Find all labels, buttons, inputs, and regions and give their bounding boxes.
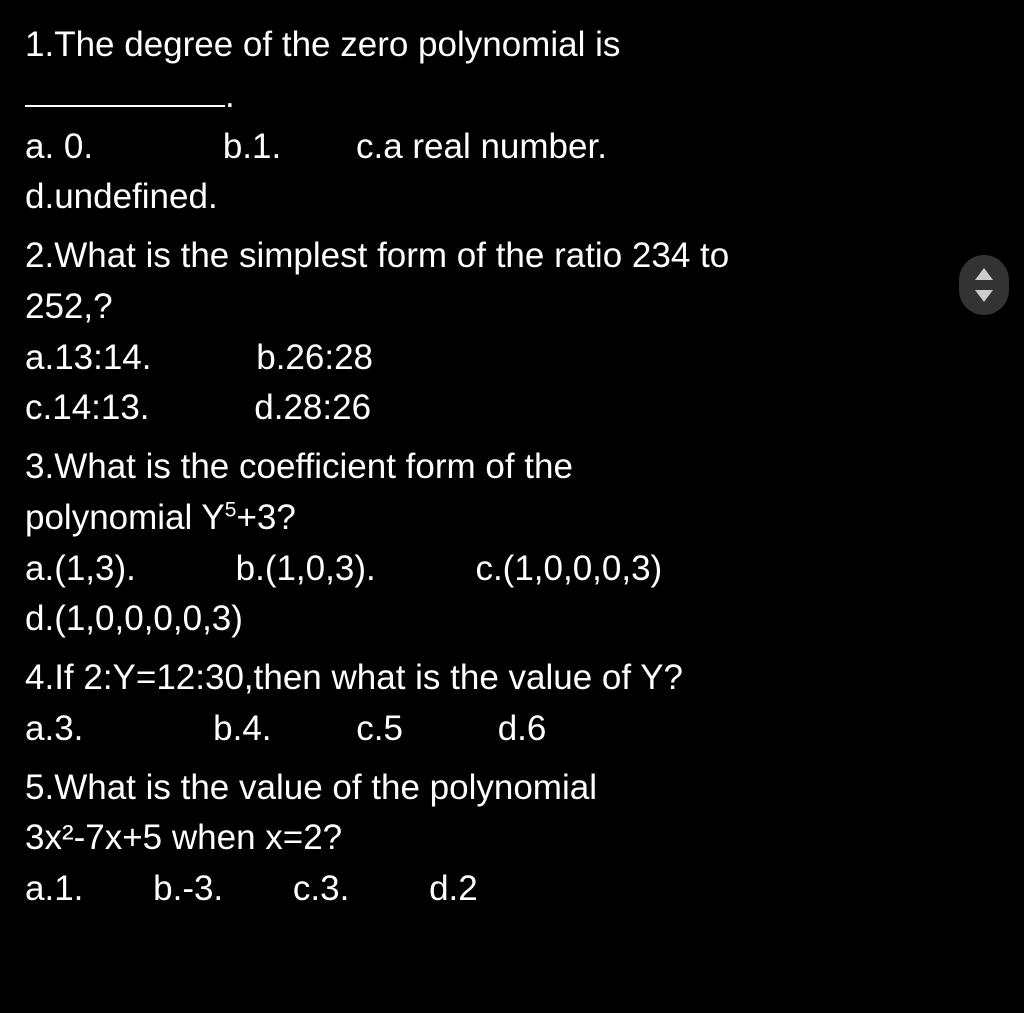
- option-5b: b.-3.: [153, 864, 223, 915]
- question-5-text-line1: 5.What is the value of the polynomial: [25, 763, 999, 814]
- question-4-options: a.3. b.4. c.5 d.6: [25, 704, 999, 755]
- option-1a: a. 0.: [25, 122, 93, 173]
- option-1b: b.1.: [223, 122, 281, 173]
- question-4-text: 4.If 2:Y=12:30,then what is the value of…: [25, 653, 999, 704]
- blank-suffix: .: [225, 76, 235, 115]
- option-3a: a.(1,3).: [25, 544, 136, 595]
- option-2a: a.13:14.: [25, 333, 152, 384]
- question-3-options-row1: a.(1,3). b.(1,0,3). c.(1,0,0,0,3): [25, 544, 999, 595]
- question-2-text-line2: 252,?: [25, 282, 999, 333]
- q3-line2-post: +3?: [236, 498, 295, 537]
- option-4c: c.5: [356, 704, 403, 755]
- option-1d: d.undefined.: [25, 177, 218, 216]
- option-5d: d.2: [429, 869, 478, 908]
- question-1-options-row2: d.undefined.: [25, 172, 999, 223]
- question-1-blank-row: .: [25, 71, 999, 122]
- scroll-down-icon[interactable]: [975, 290, 993, 302]
- q3-line2-pre: polynomial Y: [25, 498, 225, 537]
- question-1-text: 1.The degree of the zero polynomial is: [25, 20, 999, 71]
- option-5a: a.1.: [25, 864, 83, 915]
- question-5: 5.What is the value of the polynomial 3x…: [25, 763, 999, 915]
- question-3-text-line1: 3.What is the coefficient form of the: [25, 442, 999, 493]
- option-3d: d.(1,0,0,0,0,3): [25, 599, 243, 638]
- question-3-options-row2: d.(1,0,0,0,0,3): [25, 594, 999, 645]
- scroll-up-icon[interactable]: [975, 268, 993, 280]
- option-3c: c.(1,0,0,0,3): [475, 549, 662, 588]
- option-4d: d.6: [498, 709, 547, 748]
- question-5-options: a.1. b.-3. c.3. d.2: [25, 864, 999, 915]
- question-1: 1.The degree of the zero polynomial is .…: [25, 20, 999, 223]
- option-2d: d.28:26: [254, 388, 371, 427]
- blank-line: [25, 77, 225, 107]
- question-1-options-row1: a. 0. b.1. c.a real number.: [25, 122, 999, 173]
- option-3b: b.(1,0,3).: [236, 544, 376, 595]
- option-2c: c.14:13.: [25, 383, 150, 434]
- option-5c: c.3.: [293, 864, 349, 915]
- option-4b: b.4.: [213, 704, 271, 755]
- question-2-text-line1: 2.What is the simplest form of the ratio…: [25, 231, 999, 282]
- question-5-text-line2: 3x²-7x+5 when x=2?: [25, 813, 999, 864]
- option-4a: a.3.: [25, 704, 83, 755]
- scroll-widget[interactable]: [959, 255, 1009, 315]
- option-2b: b.26:28: [256, 338, 373, 377]
- option-1c: c.a real number.: [356, 127, 607, 166]
- question-2: 2.What is the simplest form of the ratio…: [25, 231, 999, 434]
- q3-superscript: 5: [225, 498, 237, 521]
- question-3: 3.What is the coefficient form of the po…: [25, 442, 999, 645]
- question-3-text-line2: polynomial Y5+3?: [25, 493, 999, 544]
- question-2-options-row1: a.13:14. b.26:28: [25, 333, 999, 384]
- question-2-options-row2: c.14:13. d.28:26: [25, 383, 999, 434]
- question-4: 4.If 2:Y=12:30,then what is the value of…: [25, 653, 999, 755]
